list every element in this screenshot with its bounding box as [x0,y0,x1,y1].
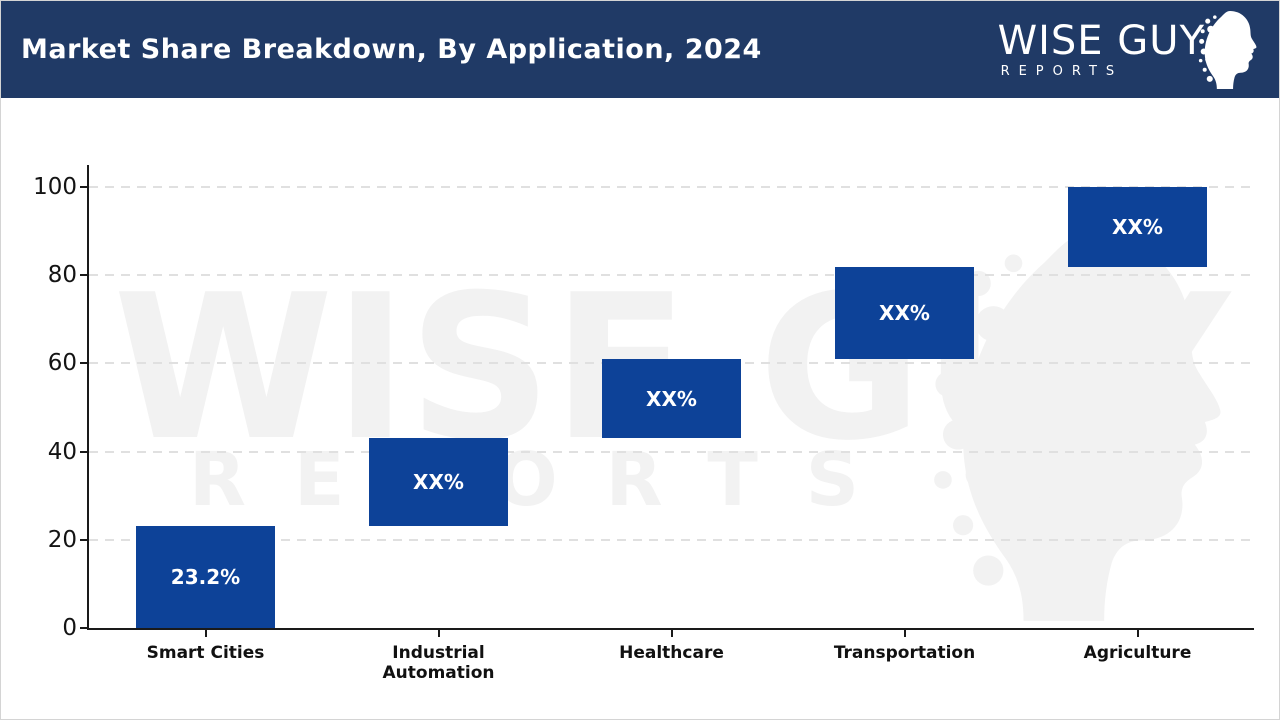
bar-value-label: XX% [413,470,464,495]
x-axis-line [87,628,1254,630]
x-tick-mark [1136,630,1139,637]
x-category-label: Transportation [815,643,995,663]
y-tick-label: 80 [47,262,77,289]
y-gridline [89,186,1254,188]
y-gridline [89,538,1254,541]
page-title: Market Share Breakdown, By Application, … [21,34,762,65]
y-tick-mark [80,186,89,188]
x-category-label: Smart Cities [116,643,296,663]
y-tick-label: 20 [47,526,77,553]
logo-face-icon [1198,10,1257,89]
x-category-label: Agriculture [1048,643,1228,663]
bar-value-label: XX% [1112,215,1163,240]
y-tick-mark [80,627,89,629]
x-tick-mark [437,630,440,637]
logo-text: WISE GUY REPORTS [998,21,1205,79]
logo-subtitle: REPORTS [1000,63,1124,79]
bar-value-label: XX% [646,386,697,411]
x-category-label: Industrial Automation [349,643,529,683]
bar: XX% [602,358,741,439]
x-category-label-text: Agriculture [1083,643,1192,663]
y-axis-line [87,165,89,630]
header-band: Market Share Breakdown, By Application, … [1,1,1279,98]
y-tick-label: 40 [47,438,77,465]
wise-guy-logo: WISE GUY REPORTS [998,9,1279,91]
y-tick-label: 60 [47,350,77,377]
watermark-subtitle: REPORTS [189,437,908,523]
y-gridline [89,450,1254,453]
bar-value-label: XX% [879,301,930,326]
bar: XX% [1068,187,1207,268]
y-tick-mark [80,538,89,541]
x-category-label: Healthcare [582,643,762,663]
waterfall-chart: 0 20 40 60 80 100 23.2% Smart Cities XX% Industri… [1,98,1279,719]
bar-value-label: 23.2% [170,564,241,589]
x-category-label-text: Transportation [833,643,976,663]
y-tick-label: 0 [62,615,77,641]
y-tick-mark [80,274,89,277]
y-tick-mark [80,450,89,453]
x-category-label-text: Smart Cities [146,643,265,663]
bar: XX% [835,267,974,359]
x-tick-mark [204,630,207,637]
y-gridline [89,274,1254,277]
x-category-label-text: Healthcare [619,643,724,663]
x-category-label-text: Industrial Automation [382,643,495,683]
y-tick-label: 100 [33,174,77,200]
x-tick-mark [903,630,906,637]
y-tick-mark [80,362,89,365]
x-tick-mark [670,630,673,637]
bar: 23.2% [136,525,275,628]
logo-wordmark: WISE GUY [997,17,1205,64]
bar: XX% [369,438,508,526]
